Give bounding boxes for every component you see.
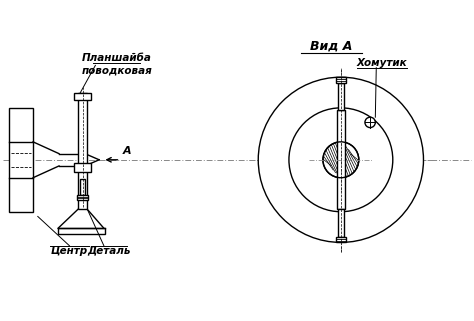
Bar: [338, 209, 344, 237]
Bar: [58, 228, 105, 234]
Bar: [9, 108, 33, 212]
Circle shape: [323, 142, 359, 178]
Text: Деталь: Деталь: [87, 246, 130, 256]
Bar: [336, 237, 346, 242]
Circle shape: [289, 108, 393, 212]
Circle shape: [258, 77, 423, 242]
Text: А: А: [123, 146, 131, 156]
Circle shape: [365, 117, 375, 127]
Bar: [77, 195, 88, 200]
Text: Центр: Центр: [51, 246, 88, 256]
Bar: [74, 93, 91, 100]
Bar: [80, 179, 85, 195]
Bar: [338, 83, 344, 110]
Text: Хомутик: Хомутик: [356, 58, 407, 68]
Bar: [78, 93, 87, 209]
Text: Вид А: Вид А: [310, 39, 353, 53]
Text: Планшайба: Планшайба: [82, 53, 152, 63]
Bar: [74, 163, 91, 172]
Bar: [336, 77, 346, 83]
Text: поводковая: поводковая: [81, 65, 152, 75]
Bar: [337, 110, 345, 209]
